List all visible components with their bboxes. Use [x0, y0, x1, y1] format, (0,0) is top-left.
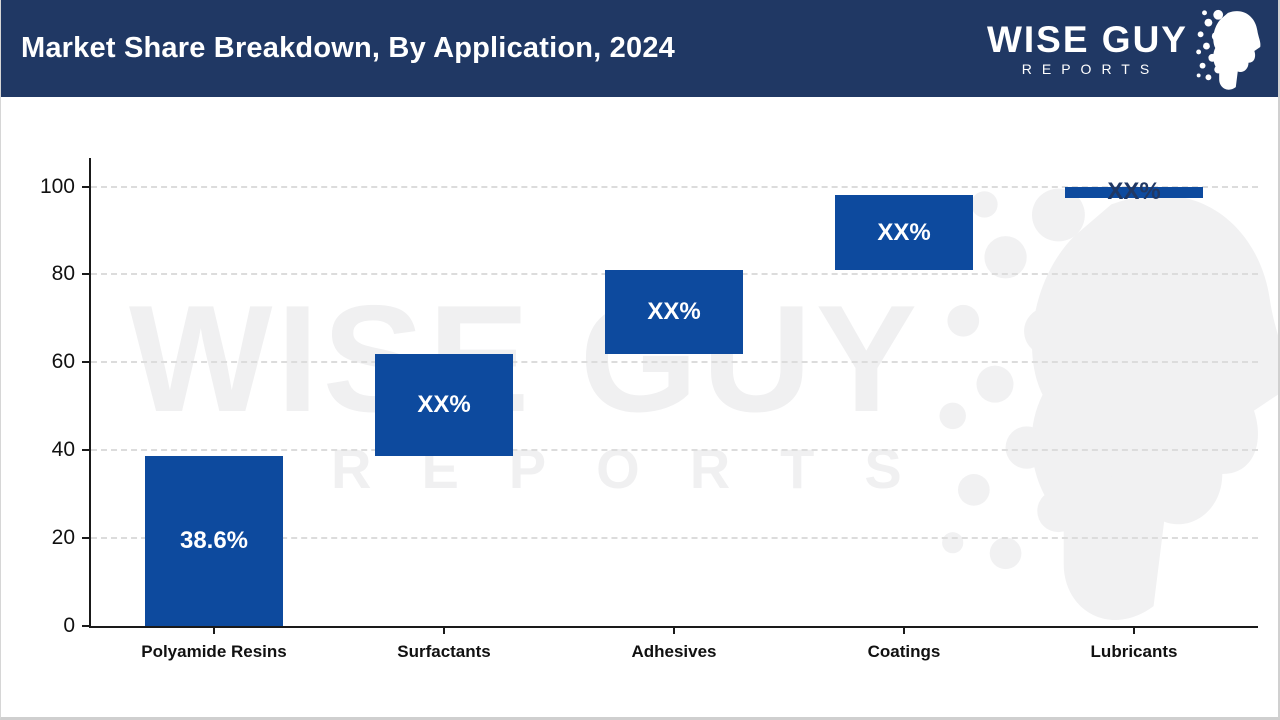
x-category-label: Adhesives: [631, 642, 717, 661]
x-tick-mark: [1133, 628, 1135, 634]
gridline: [91, 537, 1258, 540]
logo-wordmark-line2: REPORTS: [1021, 61, 1160, 77]
y-tick-label: 100: [39, 174, 75, 198]
bar-value-label: XX%: [1107, 178, 1161, 206]
y-tick-label: 0: [63, 614, 75, 637]
x-category-label: Coatings: [867, 642, 941, 661]
brand-logo: WISE GUY REPORTS: [987, 5, 1264, 93]
y-tick-label: 40: [51, 438, 75, 462]
x-category-label: Polyamide Resins: [141, 642, 287, 661]
gridline: [91, 185, 1258, 188]
y-tick-mark: [82, 625, 89, 627]
bar-segment: XX%: [1065, 178, 1203, 205]
watermark-head-icon: [939, 188, 1278, 620]
y-tick-mark: [82, 273, 89, 276]
x-tick-mark: [443, 628, 445, 634]
x-category-label: Surfactants: [397, 642, 491, 661]
bar-segment: XX%: [835, 195, 973, 271]
x-tick-mark: [213, 628, 215, 634]
x-tick-mark: [673, 628, 675, 634]
logo-head-icon: [1196, 9, 1261, 90]
header-bar: Market Share Breakdown, By Application, …: [1, 0, 1278, 97]
x-category-label: Lubricants: [1090, 642, 1178, 661]
logo-wordmark: WISE GUY REPORTS: [987, 21, 1188, 76]
bar-segment: XX%: [605, 270, 743, 354]
logo-wordmark-line1: WISE GUY: [986, 19, 1188, 60]
y-tick-mark: [82, 537, 89, 540]
y-tick-mark: [82, 361, 89, 364]
gridline: [91, 449, 1258, 452]
page-title: Market Share Breakdown, By Application, …: [21, 32, 675, 64]
y-tick-mark: [82, 185, 89, 188]
gridline: [91, 361, 1258, 364]
bar-segment: 38.6%: [145, 456, 283, 626]
y-tick-mark: [82, 449, 89, 452]
bar-value-label: XX%: [417, 390, 471, 418]
bar-value-label: XX%: [877, 218, 931, 246]
bar-value-label: 38.6%: [179, 527, 249, 555]
y-tick-label: 80: [51, 262, 75, 286]
y-tick-label: 20: [51, 526, 75, 550]
y-tick-label: 60: [51, 350, 75, 374]
x-tick-mark: [903, 628, 905, 634]
plot-area: 0 20 40 60 80 100 38.6% Polyamide Resins XX% Surf…: [40, 158, 1258, 661]
bar-segment: XX%: [375, 353, 513, 457]
bar-value-label: XX%: [647, 297, 701, 325]
